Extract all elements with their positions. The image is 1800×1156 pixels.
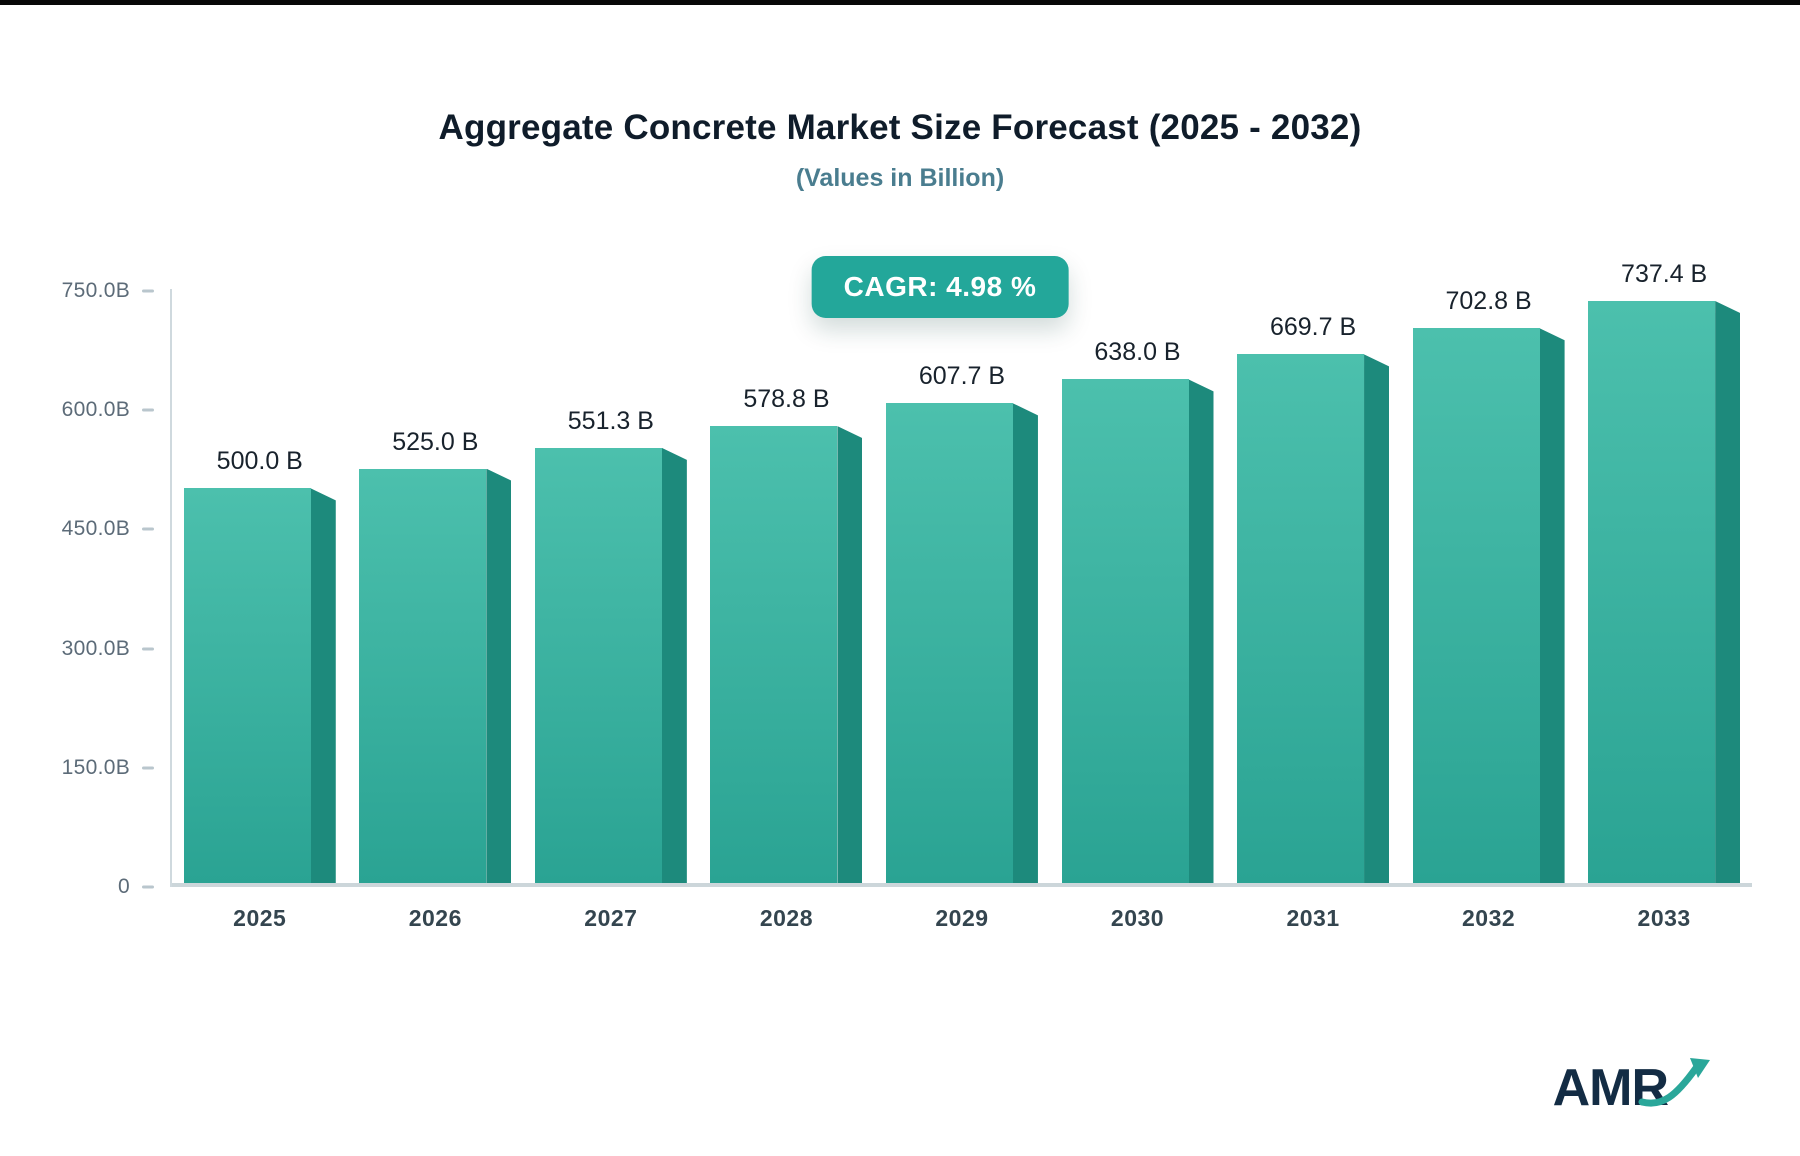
y-tick-label: 750.0B [61,279,130,302]
bar-side-face [1364,354,1390,883]
bar-chart: 750.0B 600.0B 450.0B 300.0B 150.0B 0 500.0 B 2… [42,260,1758,931]
x-axis-label: 2030 [1110,905,1165,931]
bar-group: 737.4 B 2033 [1588,260,1741,931]
bar-value-label: 607.7 B [918,362,1006,391]
bar-front-face [1237,354,1365,883]
y-tick-mark [142,766,154,770]
bar-side-face [837,426,863,883]
bar-value-label: 551.3 B [567,406,654,435]
y-tick-label: 150.0B [61,755,130,779]
bar-group: 525.0 B 2026 [359,291,512,931]
y-tick-label: 450.0B [61,517,130,541]
bar-group: 500.0 B 2025 [183,291,336,931]
amr-logo: AMR [1553,1050,1712,1114]
plot-area: 500.0 B 2025 525.0 B 2026 551.3 B 2027 578.8 B… [172,260,1752,931]
y-axis-line [170,289,172,887]
chart-subtitle: (Values in Billion) [795,164,1005,192]
bar-front-face [1588,300,1716,883]
x-axis-label: 2027 [584,905,638,931]
y-tick-label: 600.0B [61,398,130,422]
bar-group: 638.0 B 2030 [1061,291,1214,931]
y-tick-mark [142,289,154,293]
cagr-badge: CAGR: 4.98 % [811,256,1069,318]
y-tick-mark [142,527,154,531]
bar-side-face [1012,403,1038,883]
bar: 702.8 B [1412,287,1565,883]
bar-front-face [885,403,1013,883]
y-tick-label: 300.0B [61,636,130,660]
bar-side-face [486,468,512,883]
bar: 669.7 B [1237,313,1390,883]
bar: 607.7 B [885,362,1038,883]
y-tick-mark [142,885,154,889]
bar-side-face [1539,328,1565,883]
bar: 578.8 B [710,385,863,883]
bar-value-label: 500.0 B [216,447,303,476]
x-axis-label: 2033 [1637,905,1691,931]
bar-group: 551.3 B 2027 [534,291,687,931]
bar-front-face [183,488,311,883]
y-tick-mark [142,408,154,412]
bar-value-label: 638.0 B [1094,338,1181,367]
bar-group: 607.7 B 2029 [885,291,1038,931]
bar-front-face [359,468,487,883]
bar-group: 702.8 B 2032 [1412,287,1565,931]
bar-front-face [710,426,838,883]
bar: 525.0 B [359,428,512,883]
bar-side-face [1715,300,1741,883]
chart-title: Aggregate Concrete Market Size Forecast … [438,108,1362,147]
x-axis-label: 2031 [1286,905,1340,931]
bar-value-label: 525.0 B [392,427,479,456]
bar-front-face [534,447,662,883]
x-axis-label: 2028 [759,905,813,931]
bar-front-face [1061,379,1189,883]
bar-side-face [1188,379,1214,883]
x-axis-label: 2025 [233,905,287,931]
y-axis: 750.0B 600.0B 450.0B 300.0B 150.0B 0 [42,279,154,898]
bar-side-face [661,447,687,883]
bar-group: 669.7 B 2031 [1237,291,1390,931]
bar: 551.3 B [534,407,687,883]
bar: 638.0 B [1061,338,1214,883]
logo-arrow-icon [1638,1058,1710,1107]
bar: 737.4 B [1588,260,1741,883]
y-tick-label: 0 [118,875,130,898]
bar-value-label: 578.8 B [743,385,830,414]
x-axis-label: 2026 [408,905,462,931]
bar-value-label: 669.7 B [1269,313,1357,342]
top-border [0,0,1800,5]
bar-value-label: 737.4 B [1621,259,1708,288]
bar-group: 578.8 B 2028 [710,291,863,931]
bar-front-face [1412,328,1540,883]
x-axis-label: 2032 [1462,905,1516,931]
bar-value-label: 702.8 B [1445,287,1532,316]
bar: 500.0 B [183,447,336,883]
x-axis-label: 2029 [935,905,989,931]
y-tick-mark [142,647,154,651]
bar-side-face [310,488,336,883]
